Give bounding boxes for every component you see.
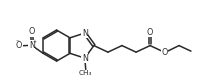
Text: CH₃: CH₃ (79, 70, 92, 76)
Text: N: N (82, 54, 88, 63)
Text: N: N (82, 29, 88, 38)
Text: N: N (29, 41, 35, 50)
Text: O: O (147, 28, 153, 37)
Text: +: + (32, 39, 36, 44)
Text: O: O (16, 41, 22, 50)
Text: O: O (29, 27, 35, 36)
Text: ⁻: ⁻ (15, 39, 19, 45)
Text: O: O (161, 48, 168, 57)
